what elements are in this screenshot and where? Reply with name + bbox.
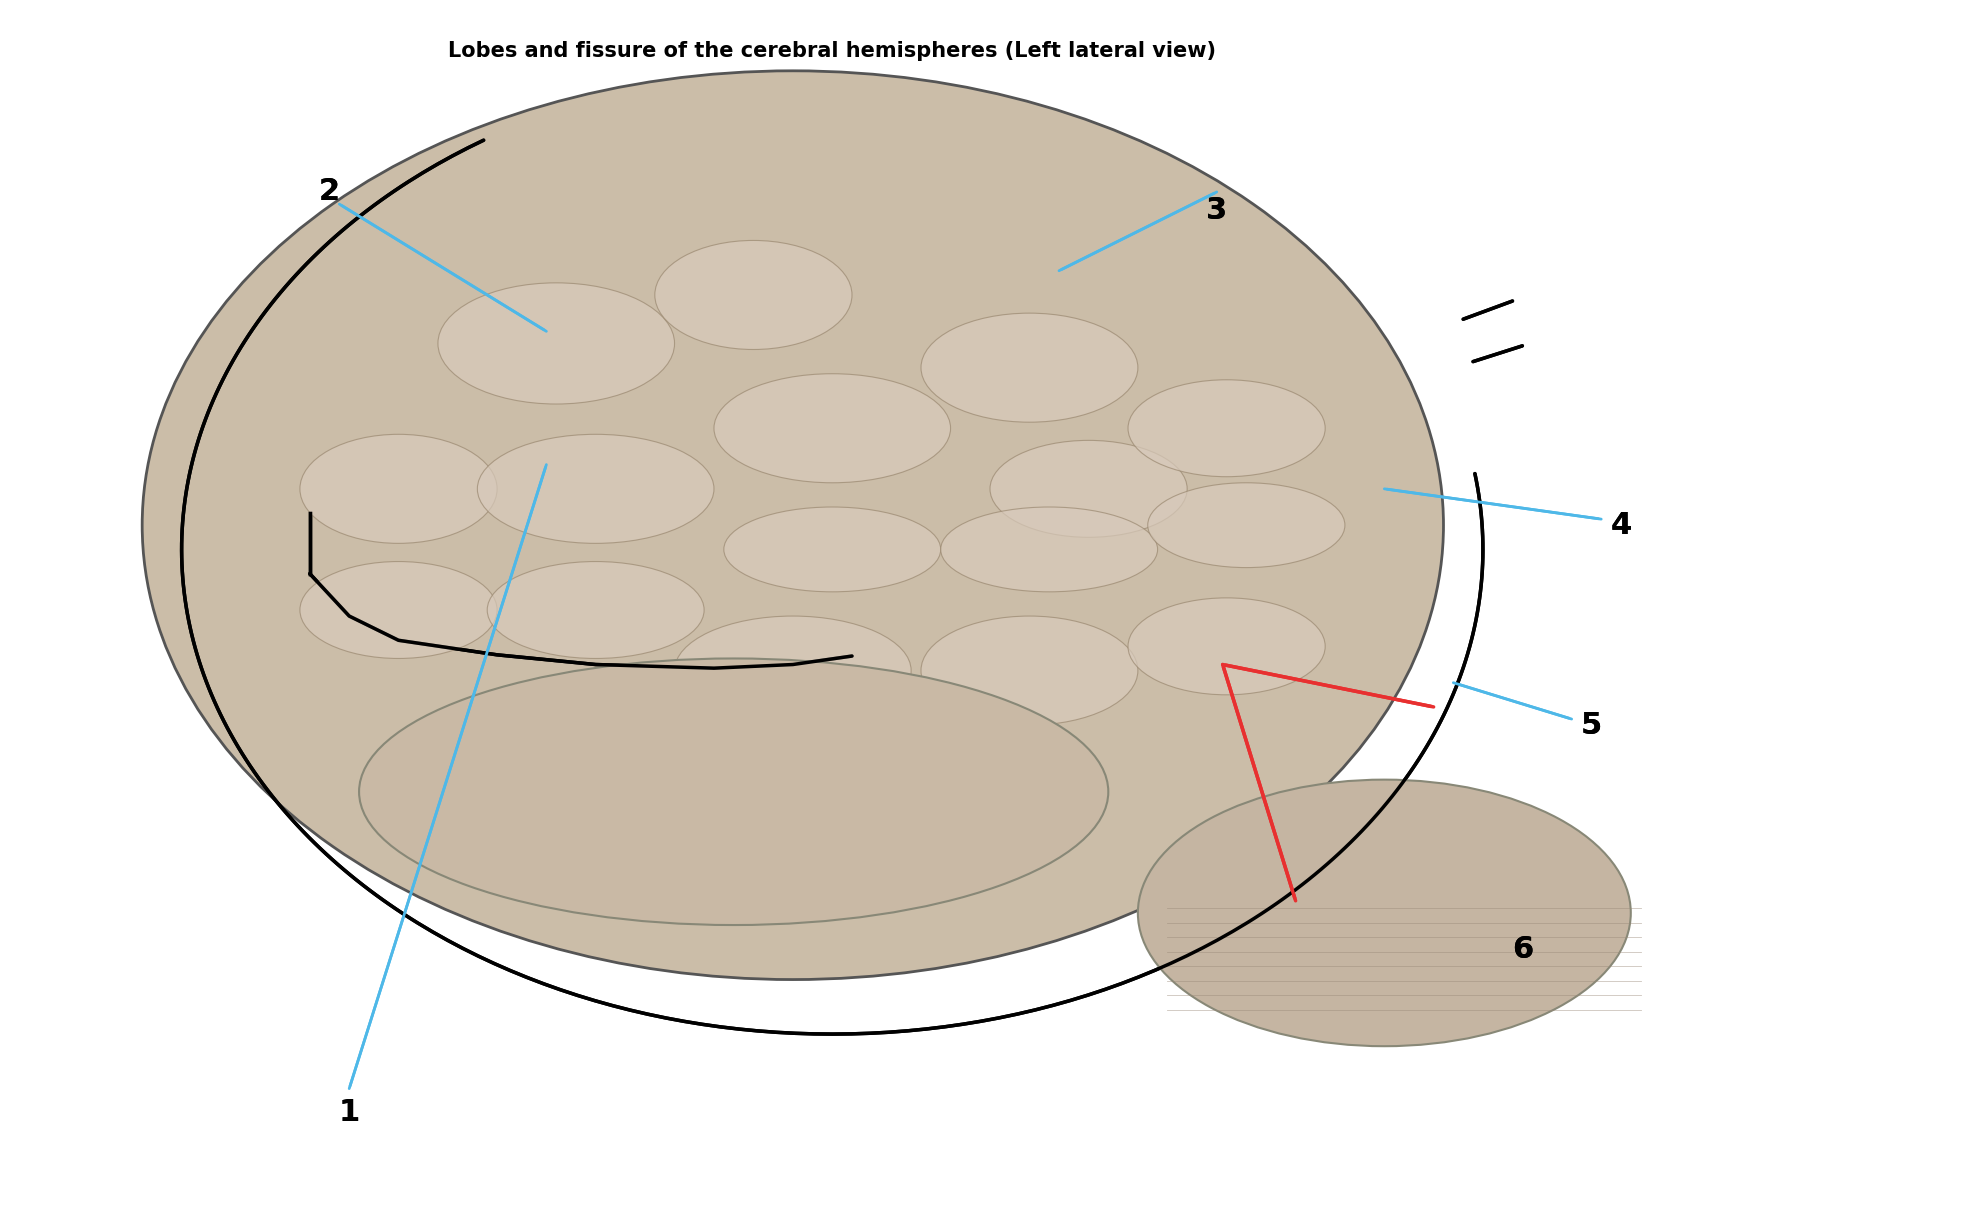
Ellipse shape	[655, 240, 851, 349]
Ellipse shape	[921, 314, 1138, 422]
Ellipse shape	[143, 71, 1443, 980]
Text: 2: 2	[319, 177, 341, 206]
Ellipse shape	[1129, 379, 1325, 477]
Text: 1: 1	[339, 1098, 360, 1127]
Ellipse shape	[487, 561, 705, 659]
Text: 2: 2	[319, 177, 341, 206]
Ellipse shape	[1129, 598, 1325, 695]
Ellipse shape	[921, 616, 1138, 725]
Ellipse shape	[725, 508, 940, 592]
Ellipse shape	[358, 659, 1109, 925]
Ellipse shape	[438, 283, 675, 404]
Ellipse shape	[940, 508, 1158, 592]
Ellipse shape	[1138, 780, 1632, 1047]
Text: 1: 1	[339, 1098, 360, 1127]
Text: 4: 4	[1610, 511, 1632, 539]
Text: 3: 3	[1206, 195, 1228, 224]
Ellipse shape	[1148, 483, 1344, 567]
Text: 6: 6	[1511, 935, 1533, 964]
Ellipse shape	[675, 616, 911, 725]
Ellipse shape	[299, 434, 497, 543]
Text: 4: 4	[1610, 511, 1632, 539]
Text: Lobes and fissure of the cerebral hemispheres (Left lateral view): Lobes and fissure of the cerebral hemisp…	[447, 40, 1216, 61]
Ellipse shape	[477, 434, 715, 543]
Text: 6: 6	[1511, 935, 1533, 964]
Text: 3: 3	[1206, 195, 1228, 224]
Ellipse shape	[299, 561, 497, 659]
Ellipse shape	[715, 373, 950, 483]
Text: 5: 5	[1580, 710, 1602, 739]
Ellipse shape	[990, 440, 1188, 537]
Text: 5: 5	[1580, 710, 1602, 739]
